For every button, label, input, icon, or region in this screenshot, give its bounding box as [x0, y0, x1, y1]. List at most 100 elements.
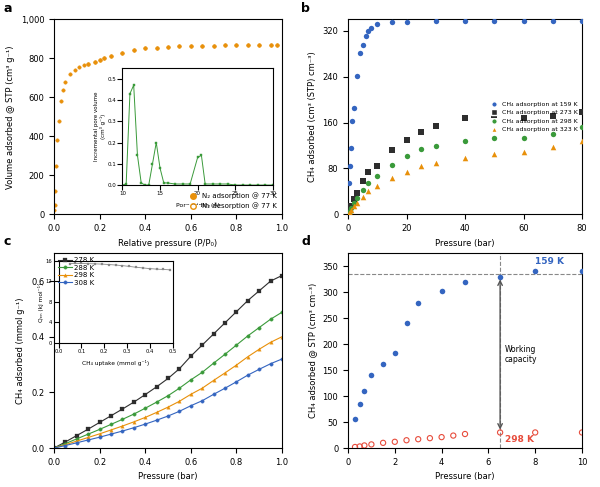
Y-axis label: CH₄ adsorbed (cm³ (STP) cm⁻³): CH₄ adsorbed (cm³ (STP) cm⁻³): [308, 52, 317, 182]
278 K: [267, 278, 274, 284]
288 K: [153, 399, 160, 405]
Point: [416, 128, 426, 136]
Point: [364, 168, 373, 176]
288 K: [187, 377, 194, 383]
Legend: CH₄ adsorption at 159 K, CH₄ adsorption at 273 K, CH₄ adsorption at 298 K, CH₄ a: CH₄ adsorption at 159 K, CH₄ adsorption …: [487, 100, 579, 133]
Point: [402, 18, 412, 26]
Point: [355, 400, 365, 408]
288 K: [210, 360, 217, 366]
Line: 278 K: 278 K: [52, 274, 284, 450]
308 K: [96, 434, 103, 440]
Point: [379, 360, 388, 368]
Point: [359, 387, 369, 395]
288 K: [221, 351, 229, 357]
288 K: [73, 436, 80, 442]
Point: [355, 443, 365, 450]
Point: [460, 430, 470, 438]
278 K: [164, 375, 172, 381]
Point: [352, 188, 362, 196]
288 K: [267, 316, 274, 322]
298 K: [187, 392, 194, 397]
308 K: [267, 361, 274, 367]
Point: [449, 431, 458, 439]
308 K: [233, 379, 240, 385]
288 K: [50, 445, 58, 451]
298 K: [119, 423, 126, 429]
298 K: [73, 438, 80, 444]
Point: [346, 204, 356, 212]
Point: [390, 438, 400, 446]
Point: [350, 443, 360, 451]
Point: [346, 202, 356, 209]
Point: [347, 117, 357, 125]
Point: [577, 267, 587, 275]
Point: [548, 112, 557, 120]
Point: [577, 429, 587, 436]
Point: [364, 27, 373, 35]
Point: [345, 206, 355, 214]
298 K: [142, 414, 149, 420]
Point: [390, 349, 400, 357]
Point: [577, 123, 587, 131]
298 K: [267, 339, 274, 345]
Text: a: a: [4, 1, 13, 15]
288 K: [256, 325, 263, 331]
Point: [530, 429, 540, 436]
308 K: [164, 413, 172, 419]
298 K: [256, 346, 263, 352]
Point: [379, 439, 388, 447]
Point: [416, 145, 426, 153]
Point: [352, 199, 362, 206]
Text: 298 K: 298 K: [505, 435, 534, 444]
308 K: [50, 445, 58, 451]
Point: [460, 137, 470, 145]
Point: [416, 162, 426, 170]
Point: [350, 415, 360, 423]
Text: 159 K: 159 K: [535, 257, 564, 265]
308 K: [153, 417, 160, 423]
278 K: [130, 399, 137, 405]
308 K: [85, 437, 92, 443]
288 K: [85, 431, 92, 437]
278 K: [244, 298, 251, 303]
288 K: [176, 385, 183, 391]
Point: [352, 194, 362, 202]
X-axis label: Pressure (bar): Pressure (bar): [435, 239, 495, 247]
Point: [518, 18, 529, 25]
Legend: N₂ adsorption @ 77 K, N₂ desorption @ 77 K: N₂ adsorption @ 77 K, N₂ desorption @ 77…: [185, 191, 278, 211]
Point: [518, 149, 529, 156]
298 K: [164, 404, 172, 410]
Point: [373, 162, 382, 169]
Line: 308 K: 308 K: [52, 357, 284, 450]
Point: [496, 273, 505, 281]
298 K: [244, 354, 251, 360]
308 K: [176, 409, 183, 414]
278 K: [210, 331, 217, 337]
Point: [349, 199, 359, 206]
288 K: [142, 405, 149, 411]
Point: [387, 19, 397, 26]
Point: [577, 109, 587, 116]
Point: [490, 150, 499, 157]
Point: [361, 32, 370, 39]
Point: [437, 433, 446, 441]
Point: [431, 142, 440, 150]
Point: [460, 154, 470, 162]
Y-axis label: CH₄ adsorbed @ STP (cm³ cm⁻³): CH₄ adsorbed @ STP (cm³ cm⁻³): [308, 283, 317, 418]
308 K: [199, 398, 206, 404]
Point: [431, 159, 440, 167]
288 K: [199, 370, 206, 375]
Point: [349, 203, 359, 210]
Point: [373, 20, 382, 28]
298 K: [107, 427, 115, 433]
Line: 288 K: 288 K: [52, 311, 284, 450]
Line: 298 K: 298 K: [52, 335, 284, 450]
288 K: [119, 416, 126, 422]
308 K: [142, 421, 149, 427]
Point: [345, 208, 355, 216]
278 K: [50, 445, 58, 451]
Point: [367, 372, 376, 379]
Point: [548, 143, 557, 150]
288 K: [278, 309, 286, 315]
Point: [344, 208, 353, 216]
